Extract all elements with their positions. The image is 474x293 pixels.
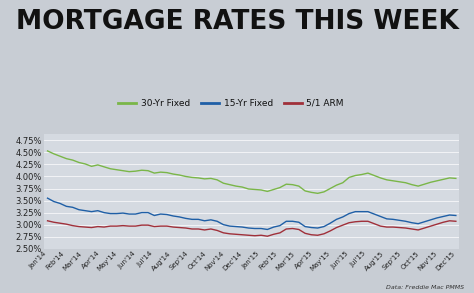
Text: MORTGAGE RATES THIS WEEK: MORTGAGE RATES THIS WEEK (16, 9, 458, 35)
Text: Data: Freddie Mac PMMS: Data: Freddie Mac PMMS (386, 285, 465, 290)
Legend: 30-Yr Fixed, 15-Yr Fixed, 5/1 ARM: 30-Yr Fixed, 15-Yr Fixed, 5/1 ARM (115, 95, 347, 112)
